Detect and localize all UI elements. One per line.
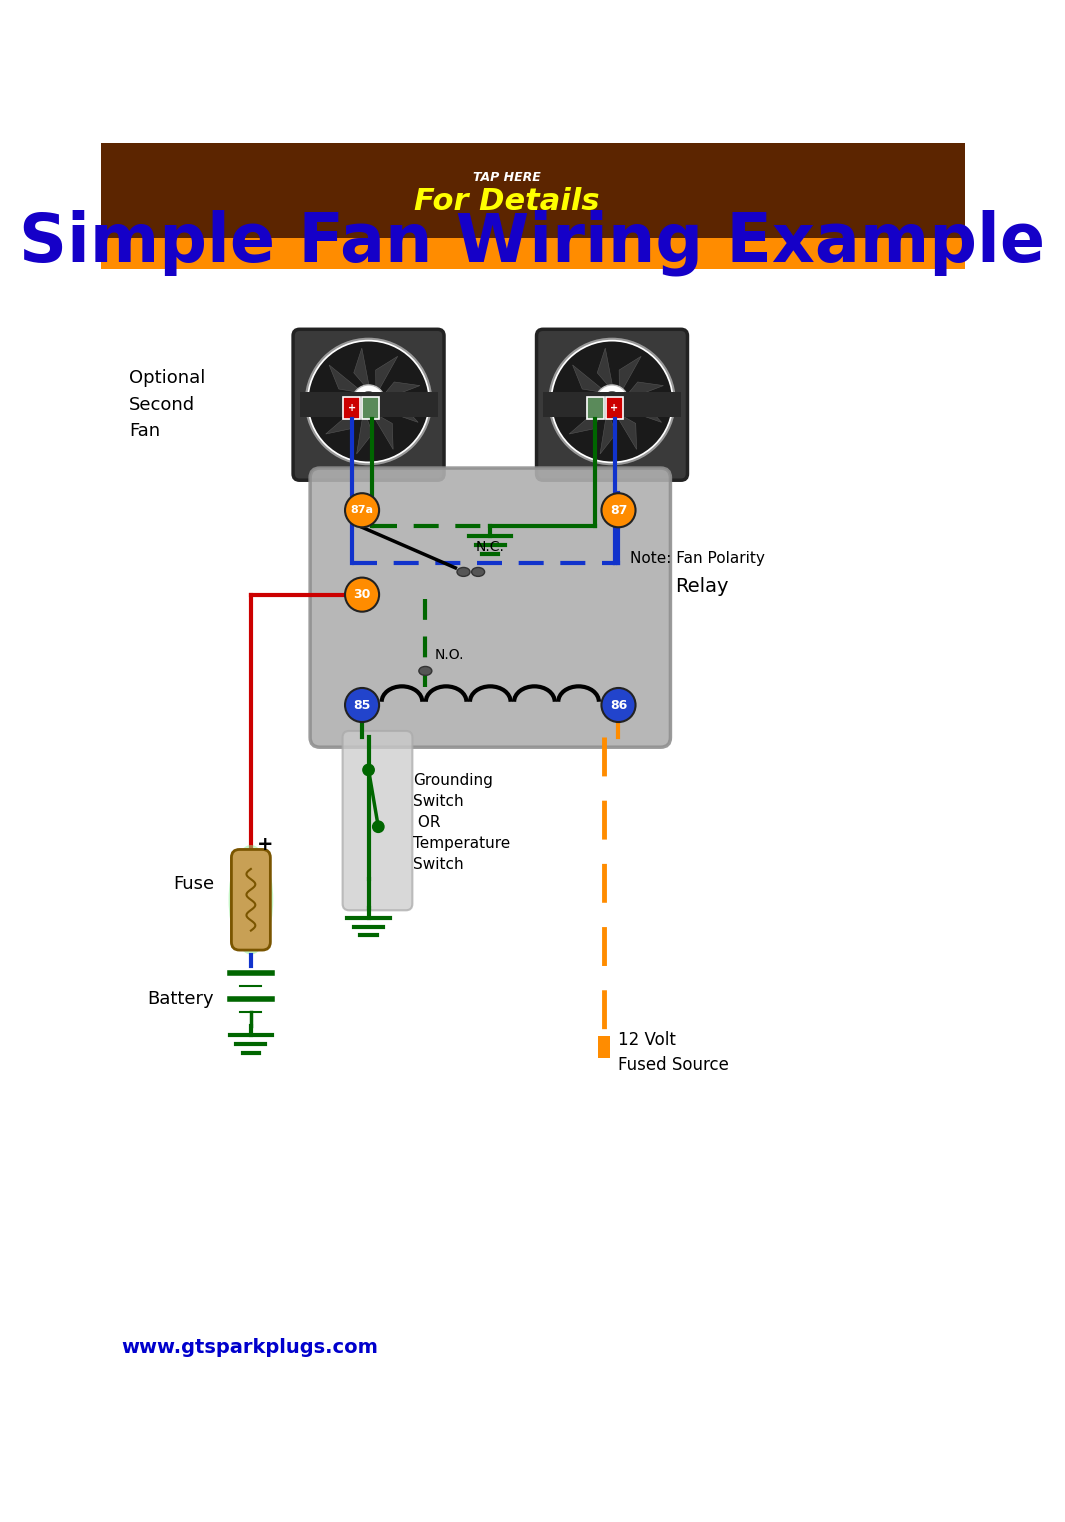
Ellipse shape	[229, 845, 274, 954]
Text: Optional
Second
Fan: Optional Second Fan	[129, 370, 206, 440]
Circle shape	[552, 341, 672, 461]
Bar	[101, 143, 965, 269]
Bar	[599, 1047, 609, 1058]
Polygon shape	[558, 399, 603, 411]
Polygon shape	[315, 399, 360, 411]
Text: Battery: Battery	[148, 989, 214, 1008]
Polygon shape	[326, 405, 360, 434]
Text: www.gtsparkplugs.com: www.gtsparkplugs.com	[121, 1338, 378, 1358]
FancyBboxPatch shape	[537, 329, 688, 481]
Circle shape	[602, 493, 636, 527]
Text: TAP HERE: TAP HERE	[473, 170, 540, 184]
FancyBboxPatch shape	[231, 849, 271, 950]
Text: Fuse: Fuse	[174, 875, 214, 892]
Circle shape	[373, 820, 384, 833]
FancyBboxPatch shape	[362, 397, 379, 420]
FancyBboxPatch shape	[293, 329, 444, 481]
Polygon shape	[619, 356, 641, 396]
Circle shape	[345, 578, 379, 612]
Text: 12 Volt
Fused Source: 12 Volt Fused Source	[619, 1030, 730, 1075]
Text: +: +	[610, 403, 618, 412]
Circle shape	[359, 391, 378, 411]
Circle shape	[595, 385, 628, 419]
Circle shape	[345, 493, 379, 527]
Polygon shape	[357, 409, 373, 454]
Polygon shape	[620, 403, 661, 423]
Polygon shape	[378, 382, 420, 402]
Circle shape	[353, 385, 386, 419]
FancyBboxPatch shape	[543, 393, 681, 417]
Ellipse shape	[457, 568, 470, 577]
Text: 85: 85	[354, 699, 371, 711]
Text: For Details: For Details	[414, 187, 600, 216]
FancyBboxPatch shape	[299, 393, 438, 417]
FancyBboxPatch shape	[587, 397, 604, 420]
Polygon shape	[376, 403, 419, 423]
Polygon shape	[354, 349, 371, 393]
Text: Relay: Relay	[675, 577, 728, 597]
Polygon shape	[569, 405, 603, 434]
Text: Note: Fan Polarity: Note: Fan Polarity	[629, 551, 765, 566]
Text: 30: 30	[354, 587, 371, 601]
Text: N.C.: N.C.	[476, 540, 505, 554]
Bar	[599, 1036, 609, 1047]
Polygon shape	[600, 409, 616, 454]
Polygon shape	[329, 365, 364, 393]
Circle shape	[550, 339, 675, 464]
Polygon shape	[597, 349, 613, 393]
Ellipse shape	[419, 667, 431, 676]
FancyBboxPatch shape	[343, 397, 360, 420]
Text: 86: 86	[610, 699, 627, 711]
Polygon shape	[613, 411, 637, 449]
FancyBboxPatch shape	[343, 731, 412, 910]
Text: Grounding
Switch
 OR
Temperature
Switch: Grounding Switch OR Temperature Switch	[413, 773, 510, 872]
Circle shape	[602, 688, 636, 721]
Circle shape	[309, 341, 428, 461]
Text: N.O.: N.O.	[436, 648, 464, 662]
Ellipse shape	[472, 568, 485, 577]
Circle shape	[306, 339, 431, 464]
Text: 87a: 87a	[350, 505, 374, 516]
Text: 87: 87	[610, 504, 627, 517]
Polygon shape	[622, 382, 663, 402]
Text: Simple Fan Wiring Example: Simple Fan Wiring Example	[19, 209, 1046, 275]
Text: +: +	[348, 403, 356, 412]
FancyBboxPatch shape	[606, 397, 623, 420]
Polygon shape	[573, 365, 607, 393]
FancyBboxPatch shape	[310, 469, 671, 747]
Text: +: +	[258, 836, 274, 854]
Polygon shape	[376, 356, 397, 396]
Polygon shape	[371, 411, 393, 449]
Circle shape	[363, 764, 374, 776]
Bar	[101, 239, 965, 269]
Circle shape	[345, 688, 379, 721]
Circle shape	[603, 391, 622, 411]
